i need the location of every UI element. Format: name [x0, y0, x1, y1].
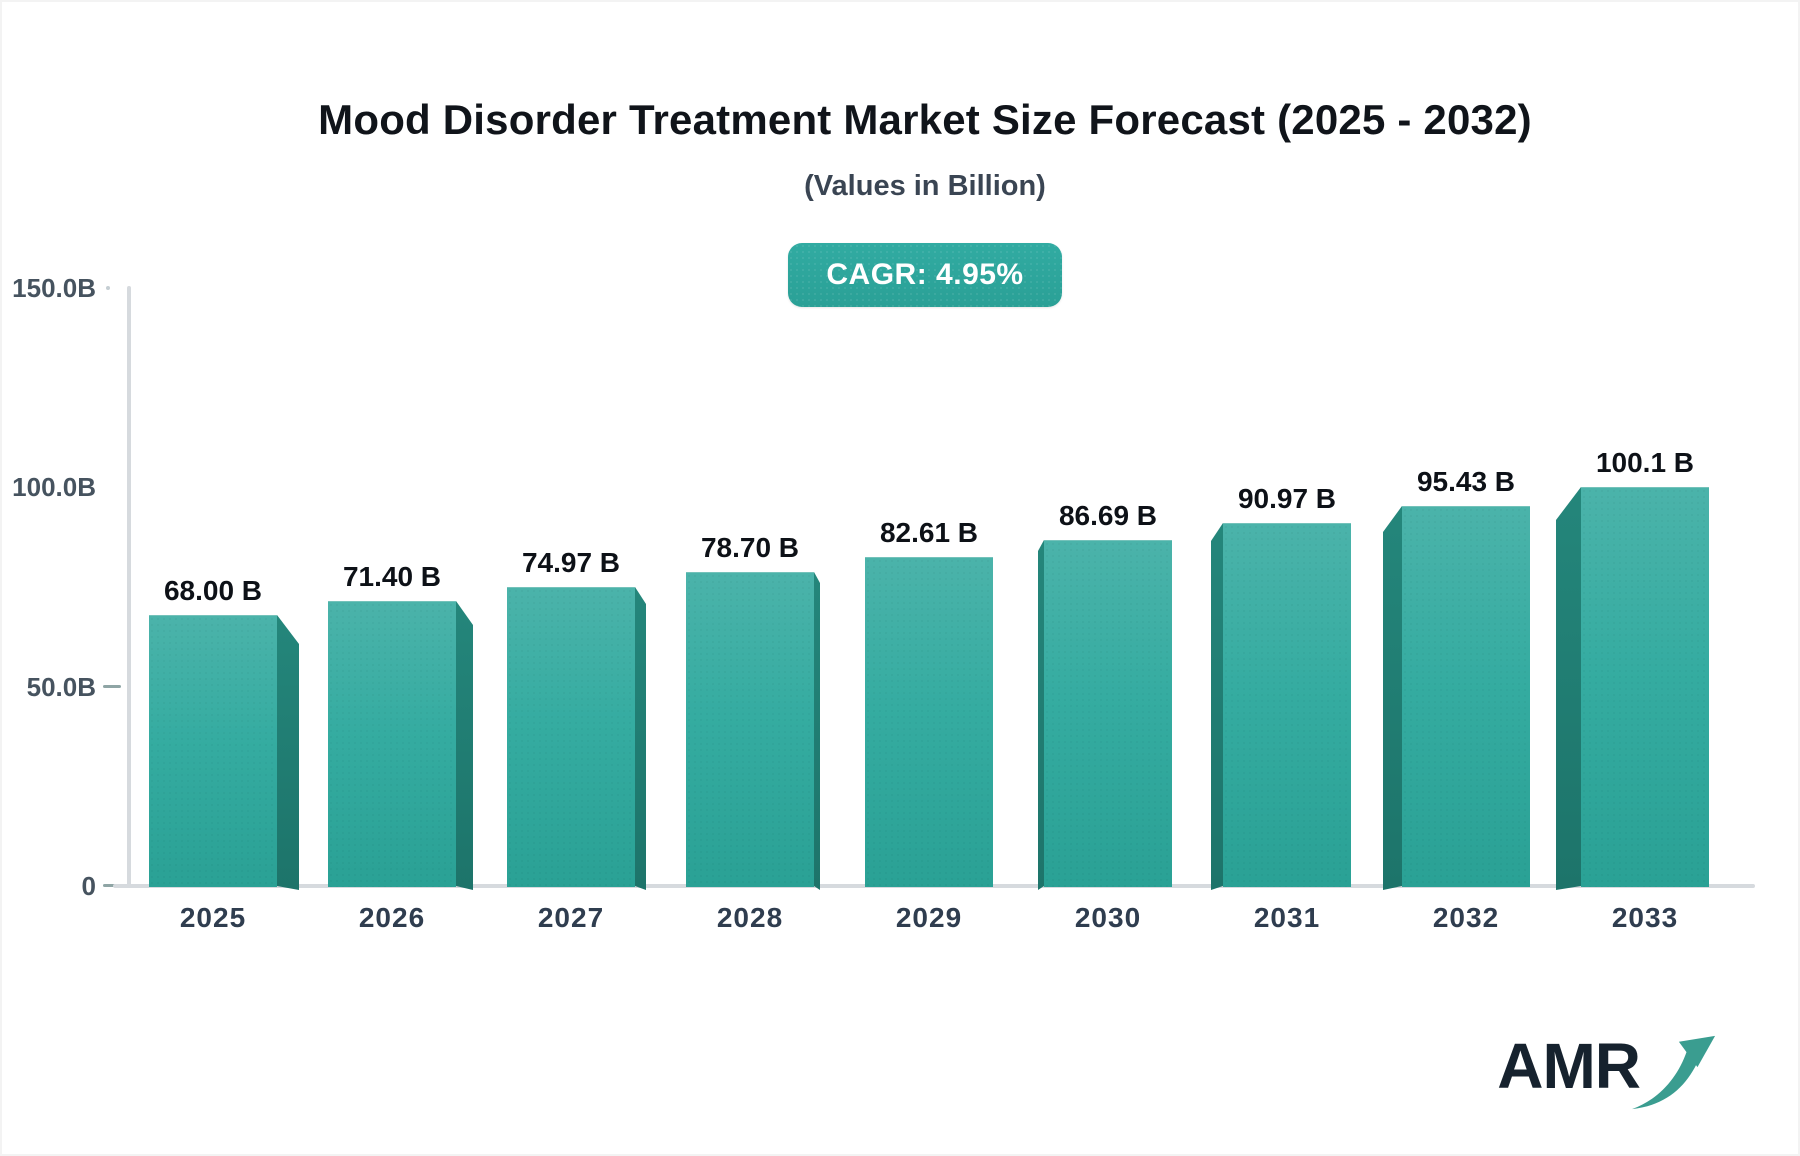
- y-tick-mark: [103, 684, 121, 688]
- x-tick-label-2032: 2032: [1432, 902, 1500, 933]
- bar-2031[interactable]: [1223, 523, 1351, 887]
- chart-title: Mood Disorder Treatment Market Size Fore…: [318, 96, 1532, 143]
- bar-2027[interactable]: [507, 587, 635, 887]
- value-label-2028: 78.70 B: [700, 532, 800, 563]
- bar-2033[interactable]: [1581, 487, 1709, 887]
- amr-logo: AMR: [1497, 1034, 1718, 1112]
- badge-row: CAGR: 4.95%: [50, 243, 1800, 307]
- y-tick-mark: [106, 286, 110, 290]
- y-tick-label: 0: [81, 871, 96, 901]
- y-axis-line: [127, 286, 131, 888]
- y-tick-label: 100.0B: [12, 472, 96, 503]
- x-tick-label-2025: 2025: [179, 902, 247, 933]
- bar-2030[interactable]: [1044, 540, 1172, 887]
- bar-side-2027: [635, 587, 646, 890]
- bar-2026[interactable]: [328, 601, 456, 887]
- x-tick-label-2028: 2028: [716, 902, 784, 933]
- bar-side-2031: [1211, 523, 1223, 890]
- bar-2028[interactable]: [686, 572, 814, 887]
- value-label-2032: 95.43 B: [1416, 466, 1516, 497]
- chart-subtitle: (Values in Billion): [804, 170, 1046, 202]
- cagr-badge: CAGR: 4.95%: [788, 243, 1061, 307]
- value-label-2031: 90.97 B: [1237, 483, 1337, 514]
- x-tick-label-2027: 2027: [537, 902, 605, 933]
- chart-header: Mood Disorder Treatment Market Size Fore…: [50, 0, 1800, 307]
- value-label-2026: 71.40 B: [342, 561, 442, 592]
- x-tick-label-2026: 2026: [358, 902, 426, 933]
- y-tick-label: 50.0B: [26, 671, 96, 702]
- value-label-2033: 100.1 B: [1595, 447, 1695, 478]
- bar-side-2028: [814, 572, 820, 890]
- amr-logo-text: AMR: [1497, 1030, 1641, 1102]
- bar-side-2026: [456, 601, 473, 890]
- x-tick-label-2030: 2030: [1074, 902, 1142, 933]
- bar-2025[interactable]: [149, 615, 277, 887]
- bar-side-2032: [1383, 506, 1402, 890]
- value-label-2029: 82.61 B: [879, 517, 979, 548]
- bar-side-2025: [277, 615, 299, 890]
- y-tick-label: 150.0B: [12, 273, 96, 303]
- value-label-2030: 86.69 B: [1058, 500, 1158, 531]
- value-label-2027: 74.97 B: [521, 547, 621, 578]
- value-label-2025: 68.00 B: [163, 575, 263, 606]
- bar-2032[interactable]: [1402, 506, 1530, 887]
- growth-arrow-icon: [1631, 1035, 1716, 1110]
- bar-2029[interactable]: [865, 557, 993, 887]
- x-tick-label-2029: 2029: [895, 902, 963, 933]
- x-tick-label-2033: 2033: [1611, 902, 1679, 933]
- bar-side-2033: [1556, 487, 1581, 890]
- bar-side-2030: [1038, 540, 1044, 890]
- y-tick-mark: [103, 884, 121, 887]
- x-tick-label-2031: 2031: [1253, 902, 1321, 933]
